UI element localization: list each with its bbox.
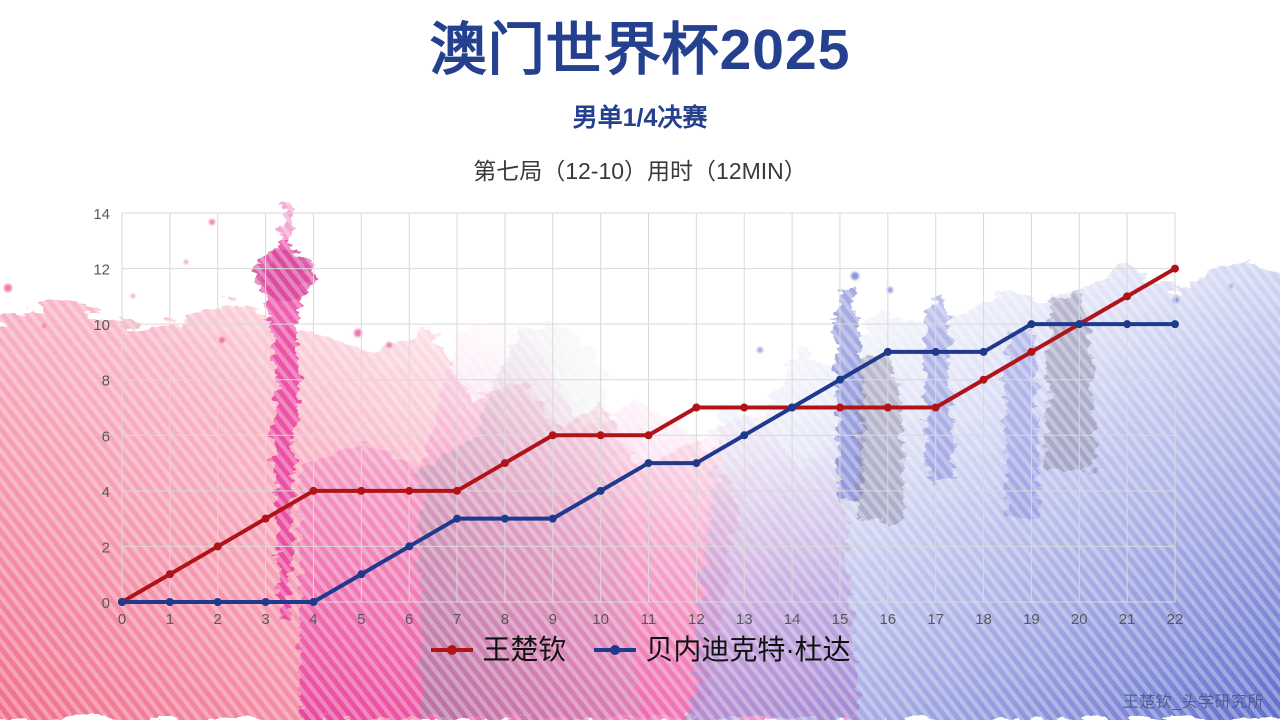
line-marker-icon <box>594 645 637 655</box>
legend-item-1[interactable]: 贝内迪克特·杜达 <box>592 634 851 665</box>
svg-text:9: 9 <box>549 611 557 628</box>
svg-text:5: 5 <box>357 611 365 628</box>
svg-text:2: 2 <box>102 539 110 556</box>
line-marker-icon <box>431 645 474 655</box>
svg-text:18: 18 <box>975 611 992 628</box>
legend-label-1: 贝内迪克特·杜达 <box>645 634 851 665</box>
svg-text:16: 16 <box>879 611 896 628</box>
svg-text:19: 19 <box>1023 611 1040 628</box>
svg-text:7: 7 <box>453 611 461 628</box>
svg-text:14: 14 <box>93 206 110 223</box>
legend-item-0[interactable]: 王楚钦 <box>429 636 566 664</box>
y-axis-ticks: 0 2 4 6 8 10 12 14 <box>93 206 110 612</box>
legend-label-0: 王楚钦 <box>482 634 567 665</box>
svg-text:11: 11 <box>641 611 657 628</box>
svg-text:10: 10 <box>93 317 110 334</box>
svg-text:0: 0 <box>118 611 126 628</box>
svg-text:12: 12 <box>93 262 110 279</box>
svg-text:4: 4 <box>309 611 317 628</box>
svg-text:13: 13 <box>736 611 753 628</box>
watermark: 王楚钦_头学研究所 <box>1122 694 1264 711</box>
svg-text:8: 8 <box>501 611 509 628</box>
svg-text:12: 12 <box>688 611 705 628</box>
svg-text:8: 8 <box>102 373 110 390</box>
grid-lines <box>121 212 1176 603</box>
svg-text:20: 20 <box>1071 611 1088 628</box>
svg-text:15: 15 <box>832 611 849 628</box>
svg-text:2: 2 <box>214 611 222 628</box>
svg-text:14: 14 <box>784 611 801 628</box>
svg-text:4: 4 <box>102 484 110 501</box>
svg-text:1: 1 <box>166 611 174 628</box>
svg-text:6: 6 <box>102 428 110 445</box>
svg-text:0: 0 <box>102 595 110 612</box>
svg-text:22: 22 <box>1167 611 1184 628</box>
svg-text:21: 21 <box>1119 611 1136 628</box>
svg-text:17: 17 <box>927 611 944 628</box>
svg-text:3: 3 <box>261 611 269 628</box>
svg-text:10: 10 <box>592 611 609 628</box>
chart-legend: 王楚钦 贝内迪克特·杜达 <box>0 636 1280 664</box>
svg-text:6: 6 <box>405 611 413 628</box>
x-axis-ticks: 0 1 2 3 4 5 6 7 8 9 10 11 12 13 14 15 16 17 18 19 20 21 22 <box>118 611 1184 628</box>
